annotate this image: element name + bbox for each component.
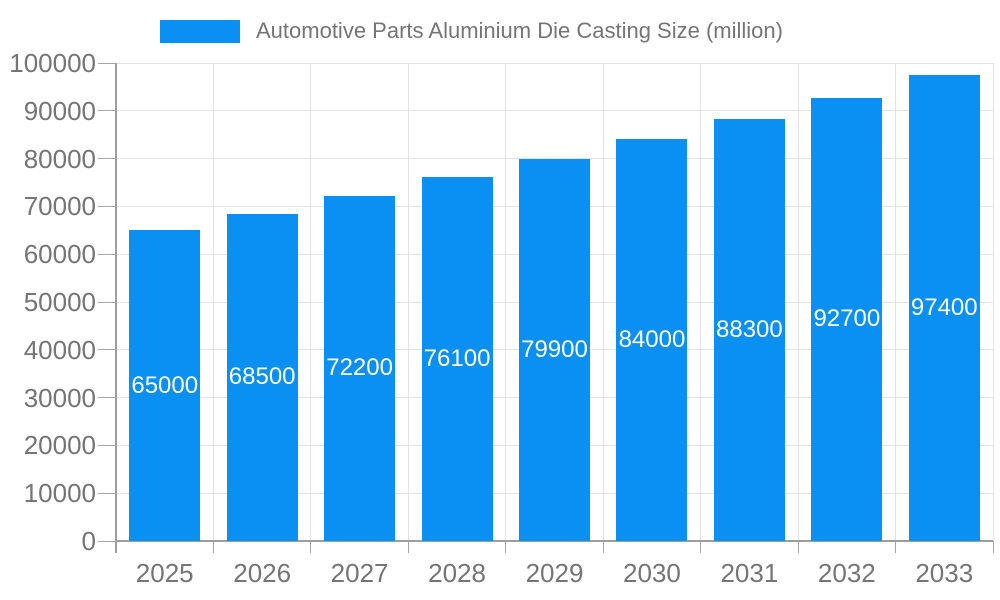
bar-value-label: 76100: [423, 345, 491, 373]
h-gridline: [98, 62, 993, 64]
bar-value-label: 97400: [910, 294, 978, 322]
x-axis-label: 2033: [915, 558, 974, 588]
y-axis-label: 100000: [9, 48, 96, 78]
v-gridline: [602, 63, 604, 541]
v-gridline: [310, 63, 312, 541]
h-gridline: [98, 110, 993, 112]
y-axis-tick: [98, 158, 116, 160]
y-axis-tick: [98, 492, 116, 494]
chart-title: Automotive Parts Aluminium Die Casting S…: [256, 18, 783, 43]
y-axis-tick: [98, 397, 116, 399]
y-axis-label: 40000: [23, 334, 96, 365]
x-axis-label: 2032: [817, 558, 876, 588]
y-axis-label: 50000: [23, 287, 96, 317]
x-axis-tick: [700, 541, 702, 553]
y-axis-line: [115, 63, 117, 553]
bar: [129, 230, 201, 541]
bar: [226, 213, 298, 541]
y-axis-tick: [98, 301, 116, 303]
x-axis-tick: [602, 541, 604, 553]
x-axis-label: 2029: [525, 558, 584, 588]
v-gridline: [992, 63, 994, 541]
y-axis-label: 10000: [23, 478, 96, 509]
v-gridline: [407, 63, 409, 541]
y-axis-label: 70000: [23, 191, 96, 222]
y-axis-label: 0: [81, 526, 96, 556]
bar-value-label: 68500: [228, 363, 296, 391]
bar: [324, 195, 396, 541]
bar: [519, 159, 590, 541]
bar: [616, 139, 688, 541]
y-axis-label: 20000: [23, 430, 96, 461]
x-axis-label: 2028: [428, 558, 486, 588]
x-axis-tick: [992, 541, 994, 553]
bar-value-label: 65000: [131, 371, 199, 399]
x-axis-tick: [212, 541, 214, 553]
y-axis-label: 60000: [23, 239, 96, 270]
v-gridline: [505, 63, 507, 541]
x-axis-line: [116, 540, 993, 542]
h-gridline: [98, 158, 993, 160]
v-gridline: [700, 63, 702, 541]
bar: [908, 75, 980, 541]
x-axis-tick: [895, 541, 897, 553]
bar: [713, 118, 785, 541]
chart-legend: Automotive Parts Aluminium Die Casting S…: [160, 18, 783, 44]
y-axis-label: 30000: [23, 382, 96, 413]
x-axis-label: 2027: [330, 558, 389, 588]
y-axis-tick: [98, 349, 116, 351]
v-gridline: [212, 63, 214, 541]
legend-swatch: [160, 19, 240, 43]
x-axis-tick: [797, 541, 799, 553]
y-axis-label: 90000: [23, 95, 96, 126]
y-axis-label: 80000: [23, 143, 96, 174]
y-axis-tick: [98, 110, 116, 112]
x-axis-tick: [407, 541, 409, 553]
x-axis-tick: [505, 541, 507, 553]
bar-value-label: 84000: [618, 326, 686, 354]
x-axis-label: 2025: [135, 558, 194, 588]
v-gridline: [797, 63, 799, 541]
bar: [811, 97, 883, 541]
bar-value-label: 92700: [813, 305, 881, 333]
x-axis-tick: [310, 541, 312, 553]
y-axis-tick: [98, 205, 116, 207]
y-axis-tick: [98, 253, 116, 255]
bar: [421, 177, 493, 541]
y-axis-tick: [98, 540, 116, 542]
y-axis-tick: [98, 444, 116, 446]
x-axis-label: 2030: [623, 558, 681, 588]
bar-value-label: 72200: [326, 354, 393, 382]
bar-value-label: 79900: [521, 336, 588, 364]
v-gridline: [895, 63, 897, 541]
x-axis-label: 2026: [233, 558, 292, 588]
bar-value-label: 88300: [716, 315, 783, 343]
y-axis-tick: [98, 62, 116, 64]
x-axis-label: 2031: [720, 558, 779, 588]
